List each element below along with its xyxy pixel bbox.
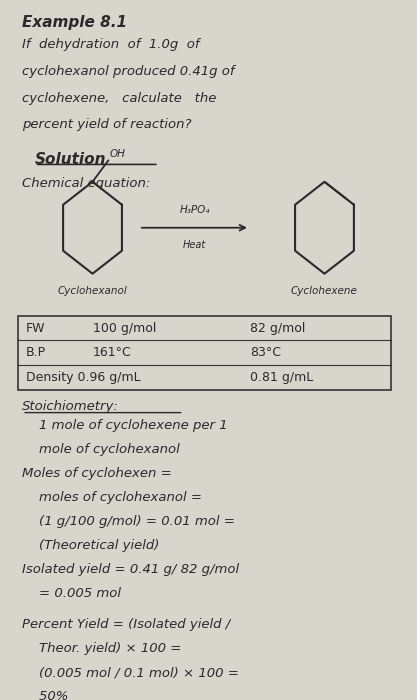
Text: Heat: Heat [183,240,206,250]
Text: 161°C: 161°C [93,346,131,359]
Text: 83°C: 83°C [250,346,281,359]
Text: 1 mole of cyclohexene per 1: 1 mole of cyclohexene per 1 [22,419,228,432]
Text: percent yield of reaction?: percent yield of reaction? [22,118,191,132]
Text: Theor. yield) × 100 =: Theor. yield) × 100 = [22,643,181,655]
Text: 0.81 g/mL: 0.81 g/mL [250,371,313,384]
Text: Cyclohexene: Cyclohexene [291,286,358,296]
Text: If  dehydration  of  1.0g  of: If dehydration of 1.0g of [22,38,200,51]
Text: H₃PO₄: H₃PO₄ [179,205,210,216]
Text: Cyclohexanol: Cyclohexanol [58,286,127,296]
Bar [18,316,391,390]
Text: Percent Yield = (Isolated yield /: Percent Yield = (Isolated yield / [22,618,230,631]
Text: Moles of cyclohexen =: Moles of cyclohexen = [22,467,172,480]
Text: cyclohexene,   calculate   the: cyclohexene, calculate the [22,92,216,104]
Text: OH: OH [110,149,126,159]
Text: FW: FW [26,321,46,335]
Text: moles of cyclohexanol =: moles of cyclohexanol = [22,491,202,504]
Text: cyclohexanol produced 0.41g of: cyclohexanol produced 0.41g of [22,64,235,78]
Text: Stoichiometry:: Stoichiometry: [22,400,119,413]
Text: Isolated yield = 0.41 g/ 82 g/mol: Isolated yield = 0.41 g/ 82 g/mol [22,564,239,576]
Text: 100 g/mol: 100 g/mol [93,321,156,335]
Text: Density 0.96 g/mL: Density 0.96 g/mL [26,371,141,384]
Text: = 0.005 mol: = 0.005 mol [22,587,121,601]
Text: Solution: Solution [35,152,106,167]
Text: (1 g/100 g/mol) = 0.01 mol =: (1 g/100 g/mol) = 0.01 mol = [22,515,235,528]
Text: mole of cyclohexanol: mole of cyclohexanol [22,443,180,456]
Text: 82 g/mol: 82 g/mol [250,321,305,335]
Text: Example 8.1: Example 8.1 [22,15,127,30]
Text: (Theoretical yield): (Theoretical yield) [22,539,159,552]
Text: B.P: B.P [26,346,46,359]
Text: 50%: 50% [22,690,68,700]
Text: Chemical equation:: Chemical equation: [22,177,151,190]
Text: (0.005 mol / 0.1 mol) × 100 =: (0.005 mol / 0.1 mol) × 100 = [22,666,239,680]
